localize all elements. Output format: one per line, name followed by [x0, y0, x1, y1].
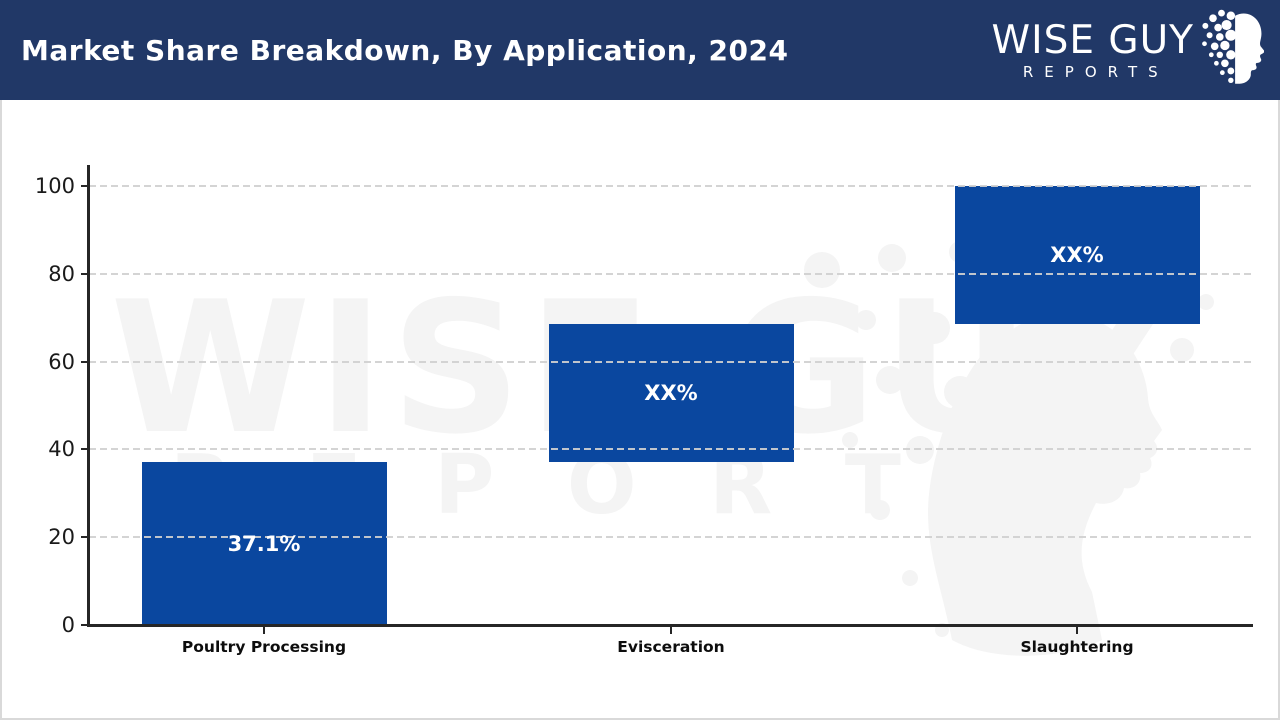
y-axis-tick-label: 80: [48, 261, 75, 286]
y-axis-tick-label: 0: [61, 613, 75, 637]
header-band: Market Share Breakdown, By Application, …: [0, 0, 1280, 100]
brand-logo-text: WISE GUY REPORTS: [991, 18, 1194, 82]
y-axis-tick-label: 100: [34, 174, 75, 198]
gridline-60: [89, 360, 1253, 363]
bar-value-label: 37.1%: [227, 531, 301, 556]
x-axis-category-label: Evisceration: [617, 638, 725, 656]
x-axis-category-label: Poultry Processing: [181, 638, 347, 656]
bar-value-label: XX%: [644, 381, 698, 406]
y-axis-tick: [81, 360, 88, 363]
x-axis-tick: [1076, 627, 1078, 634]
brand-logo: WISE GUY REPORTS: [991, 6, 1265, 94]
gridline-80: [89, 272, 1253, 275]
x-axis-tick: [670, 627, 672, 634]
gridline-100: [89, 185, 1253, 187]
y-axis-tick: [81, 624, 88, 626]
brand-name: WISE GUY: [991, 18, 1194, 63]
x-axis-category-label: Slaughtering: [1020, 638, 1134, 656]
y-axis-tick-label: 60: [48, 349, 75, 374]
brand-subname: REPORTS: [1022, 63, 1169, 81]
y-axis-tick: [81, 185, 88, 187]
bar-poultry-processing: [141, 462, 387, 625]
dotted-head-profile-icon: [1196, 6, 1265, 94]
y-axis-tick-label: 40: [48, 437, 75, 462]
y-axis-tick: [81, 272, 88, 275]
x-axis-line: [87, 624, 1253, 627]
y-axis-tick: [81, 448, 88, 451]
bar-value-label: XX%: [1050, 243, 1104, 268]
bar-evisceration: [548, 324, 794, 463]
y-axis-line: [87, 165, 90, 627]
page-title: Market Share Breakdown, By Application, …: [21, 34, 789, 67]
gridline-40: [89, 448, 1253, 451]
x-axis-tick: [263, 627, 265, 634]
bar-slaughtering: [954, 186, 1200, 325]
gridline-20: [89, 536, 1253, 539]
y-axis-tick: [81, 536, 88, 539]
y-axis-tick-label: 20: [48, 525, 75, 550]
